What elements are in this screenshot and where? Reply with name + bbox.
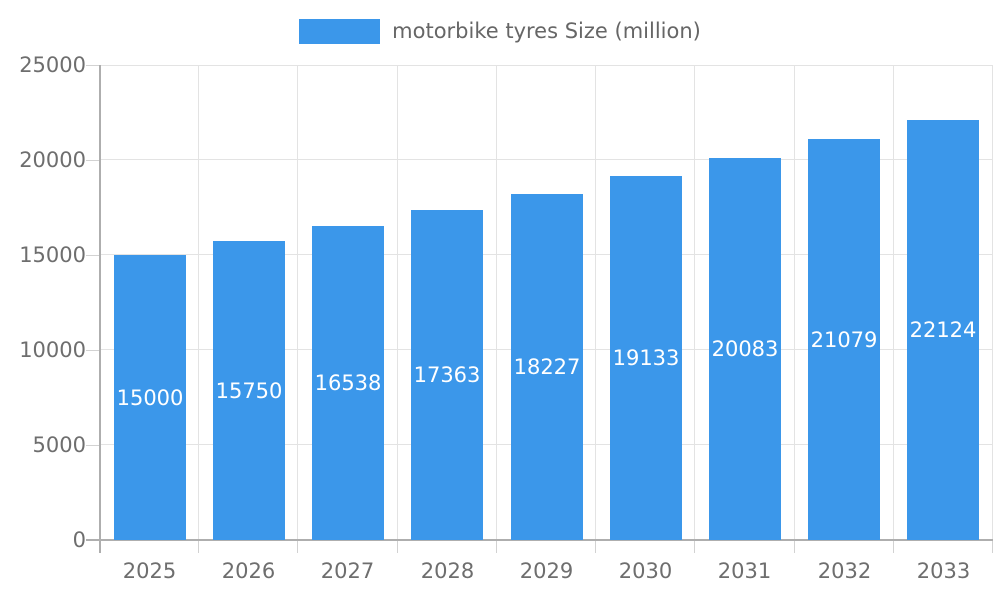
x-axis-label-2029: 2029 xyxy=(519,559,574,583)
ytick-20000 xyxy=(86,160,100,161)
bar-value-label-2026: 15750 xyxy=(215,378,283,403)
xtick-2 xyxy=(297,540,298,553)
bar-2026[interactable]: 15750 xyxy=(213,241,285,540)
legend-label: motorbike tyres Size (million) xyxy=(392,19,701,43)
y-axis-label-10000: 10000 xyxy=(19,338,86,362)
plot-area: 0 5000 10000 15000 20000 25000 15000 15750 16538… xyxy=(19,53,993,583)
bar-value-label-2033: 22124 xyxy=(909,318,977,342)
xtick-8 xyxy=(893,540,894,553)
bar-2025[interactable]: 15000 xyxy=(114,255,186,540)
x-axis-line xyxy=(86,539,993,541)
gridline-x-5 xyxy=(595,65,596,540)
bar-2029[interactable]: 18227 xyxy=(511,194,583,540)
xtick-5 xyxy=(595,540,596,553)
gridline-x-9 xyxy=(992,65,993,540)
x-axis-label-2033: 2033 xyxy=(916,559,971,583)
bar-2028[interactable]: 17363 xyxy=(411,210,483,540)
y-axis-label-20000: 20000 xyxy=(19,148,86,172)
gridline-x-8 xyxy=(893,65,894,540)
gridline-x-3 xyxy=(397,65,398,540)
ytick-15000 xyxy=(86,255,100,256)
xtick-3 xyxy=(397,540,398,553)
x-axis-label-2032: 2032 xyxy=(817,559,872,583)
xtick-1 xyxy=(198,540,199,553)
bar-2033[interactable]: 22124 xyxy=(907,120,979,540)
x-axis-label-2027: 2027 xyxy=(320,559,375,583)
x-axis-label-2028: 2028 xyxy=(420,559,475,583)
bar-2031[interactable]: 20083 xyxy=(709,158,781,540)
bar-value-label-2029: 18227 xyxy=(513,355,581,379)
bar-2030[interactable]: 19133 xyxy=(610,176,682,540)
gridline-x-1 xyxy=(198,65,199,540)
y-axis-label-5000: 5000 xyxy=(32,433,86,457)
ytick-10000 xyxy=(86,350,100,351)
legend-swatch-icon xyxy=(299,19,381,44)
bar-2027[interactable]: 16538 xyxy=(312,226,384,540)
xtick-6 xyxy=(694,540,695,553)
x-axis-label-2031: 2031 xyxy=(717,559,772,583)
gridline-x-6 xyxy=(694,65,695,540)
bar-value-label-2025: 15000 xyxy=(116,385,184,410)
x-axis-label-2025: 2025 xyxy=(122,559,177,583)
bar-value-label-2027: 16538 xyxy=(314,371,382,395)
y-axis-label-25000: 25000 xyxy=(19,53,86,77)
ytick-5000 xyxy=(86,445,100,446)
gridline-y-20000 xyxy=(100,159,993,160)
x-axis-label-2030: 2030 xyxy=(618,559,673,583)
y-axis-label-15000: 15000 xyxy=(19,243,86,267)
gridline-y-25000 xyxy=(100,65,993,66)
legend[interactable]: motorbike tyres Size (million) xyxy=(0,19,1000,44)
bar-2032[interactable]: 21079 xyxy=(808,139,880,540)
xtick-4 xyxy=(496,540,497,553)
y-axis-label-0: 0 xyxy=(72,528,86,552)
xtick-7 xyxy=(794,540,795,553)
bar-value-label-2032: 21079 xyxy=(810,327,878,352)
bar-value-label-2030: 19133 xyxy=(612,346,680,370)
ytick-25000 xyxy=(86,65,100,66)
bar-value-label-2028: 17363 xyxy=(413,363,481,387)
gridline-x-2 xyxy=(297,65,298,540)
bar-value-label-2031: 20083 xyxy=(711,337,779,361)
y-axis-line xyxy=(99,65,101,553)
xtick-9 xyxy=(992,540,993,553)
x-axis-label-2026: 2026 xyxy=(221,559,276,583)
gridline-x-7 xyxy=(794,65,795,540)
gridline-x-4 xyxy=(496,65,497,540)
